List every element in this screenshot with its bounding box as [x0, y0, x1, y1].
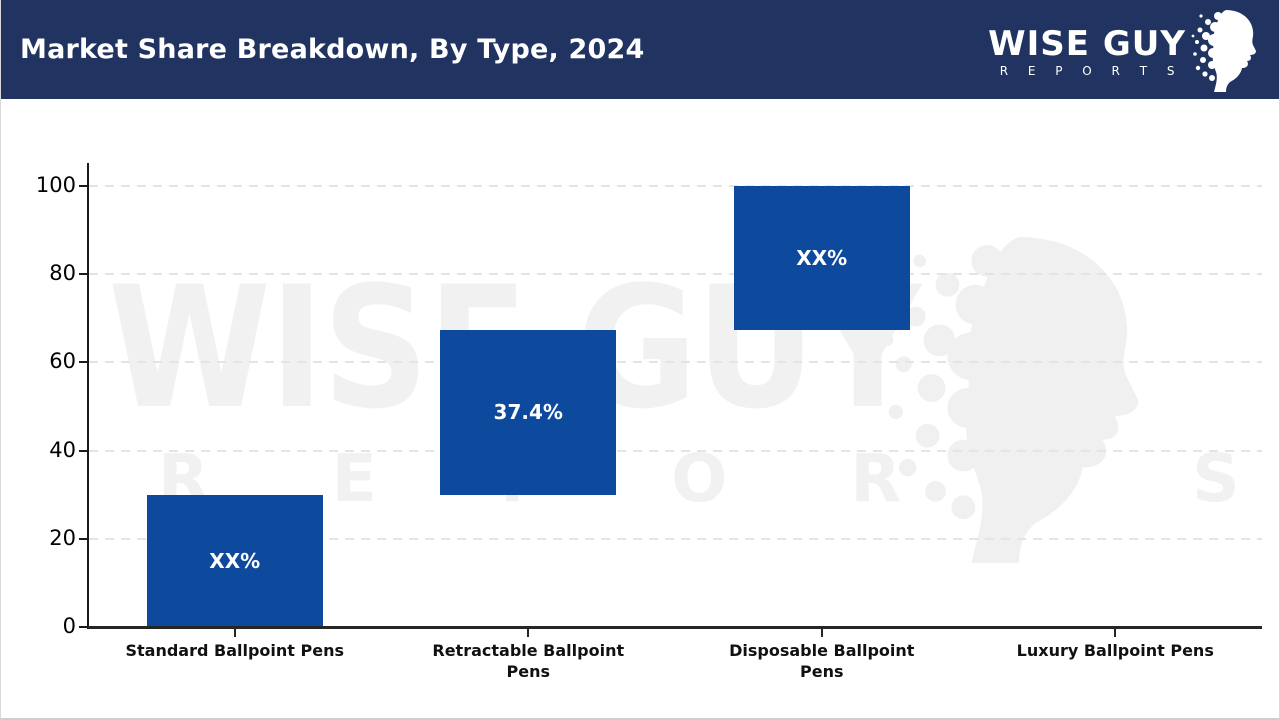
bar-disposable-ballpoint-pens: XX%	[733, 186, 910, 330]
x-axis-label-retractable-ballpoint-pens: Retractable Ballpoint Pens	[432, 641, 625, 681]
y-tick-label: 100	[35, 173, 76, 197]
y-tick-label: 40	[49, 437, 76, 462]
x-axis-label-standard-ballpoint-pens: Standard Ballpoint Pens	[125, 641, 344, 660]
x-axis-tick	[527, 629, 530, 637]
gridline	[89, 273, 1262, 276]
bar-standard-ballpoint-pens: XX%	[146, 494, 323, 627]
gridline	[89, 449, 1262, 452]
y-axis-tick	[79, 449, 88, 452]
x-axis-tick	[1114, 629, 1117, 637]
wiseguy-logo: WISE GUY R E P O R T S	[988, 6, 1266, 94]
y-axis-tick	[79, 273, 88, 276]
x-axis-label-disposable-ballpoint-pens: Disposable Ballpoint Pens	[729, 641, 915, 681]
y-axis-line	[87, 163, 89, 629]
chart-title: Market Share Breakdown, By Type, 2024	[20, 34, 645, 65]
x-axis-label-luxury-ballpoint-pens: Luxury Ballpoint Pens	[1016, 641, 1214, 660]
y-axis-tick	[79, 185, 88, 187]
header-bar: Market Share Breakdown, By Type, 2024 WI…	[0, 0, 1280, 99]
bar-value-label: XX%	[209, 548, 261, 573]
y-tick-label: 20	[49, 525, 76, 550]
bar-retractable-ballpoint-pens: 37.4%	[440, 329, 617, 495]
wiseguy-face-icon	[1191, 10, 1256, 92]
y-tick-label: 0	[62, 614, 76, 638]
y-axis-tick	[79, 626, 88, 628]
watermark-face-icon	[882, 237, 1139, 563]
y-axis-tick	[79, 537, 88, 540]
y-axis-tick	[79, 361, 88, 364]
gridline	[89, 537, 1262, 540]
bar-value-label: XX%	[796, 245, 848, 270]
bar-value-label: 37.4%	[493, 400, 563, 425]
y-tick-label: 80	[49, 261, 76, 286]
gridline	[89, 361, 1262, 364]
x-axis-tick	[233, 629, 236, 637]
logo-wordmark: WISE GUY	[988, 24, 1186, 64]
y-tick-label: 60	[49, 349, 76, 374]
logo-subtitle: R E P O R T S	[999, 64, 1183, 78]
gridline	[89, 185, 1262, 187]
x-axis-line	[88, 626, 1262, 629]
wiseguy-logo-text: WISE GUY R E P O R T S	[988, 26, 1186, 78]
x-axis-tick	[820, 629, 823, 637]
